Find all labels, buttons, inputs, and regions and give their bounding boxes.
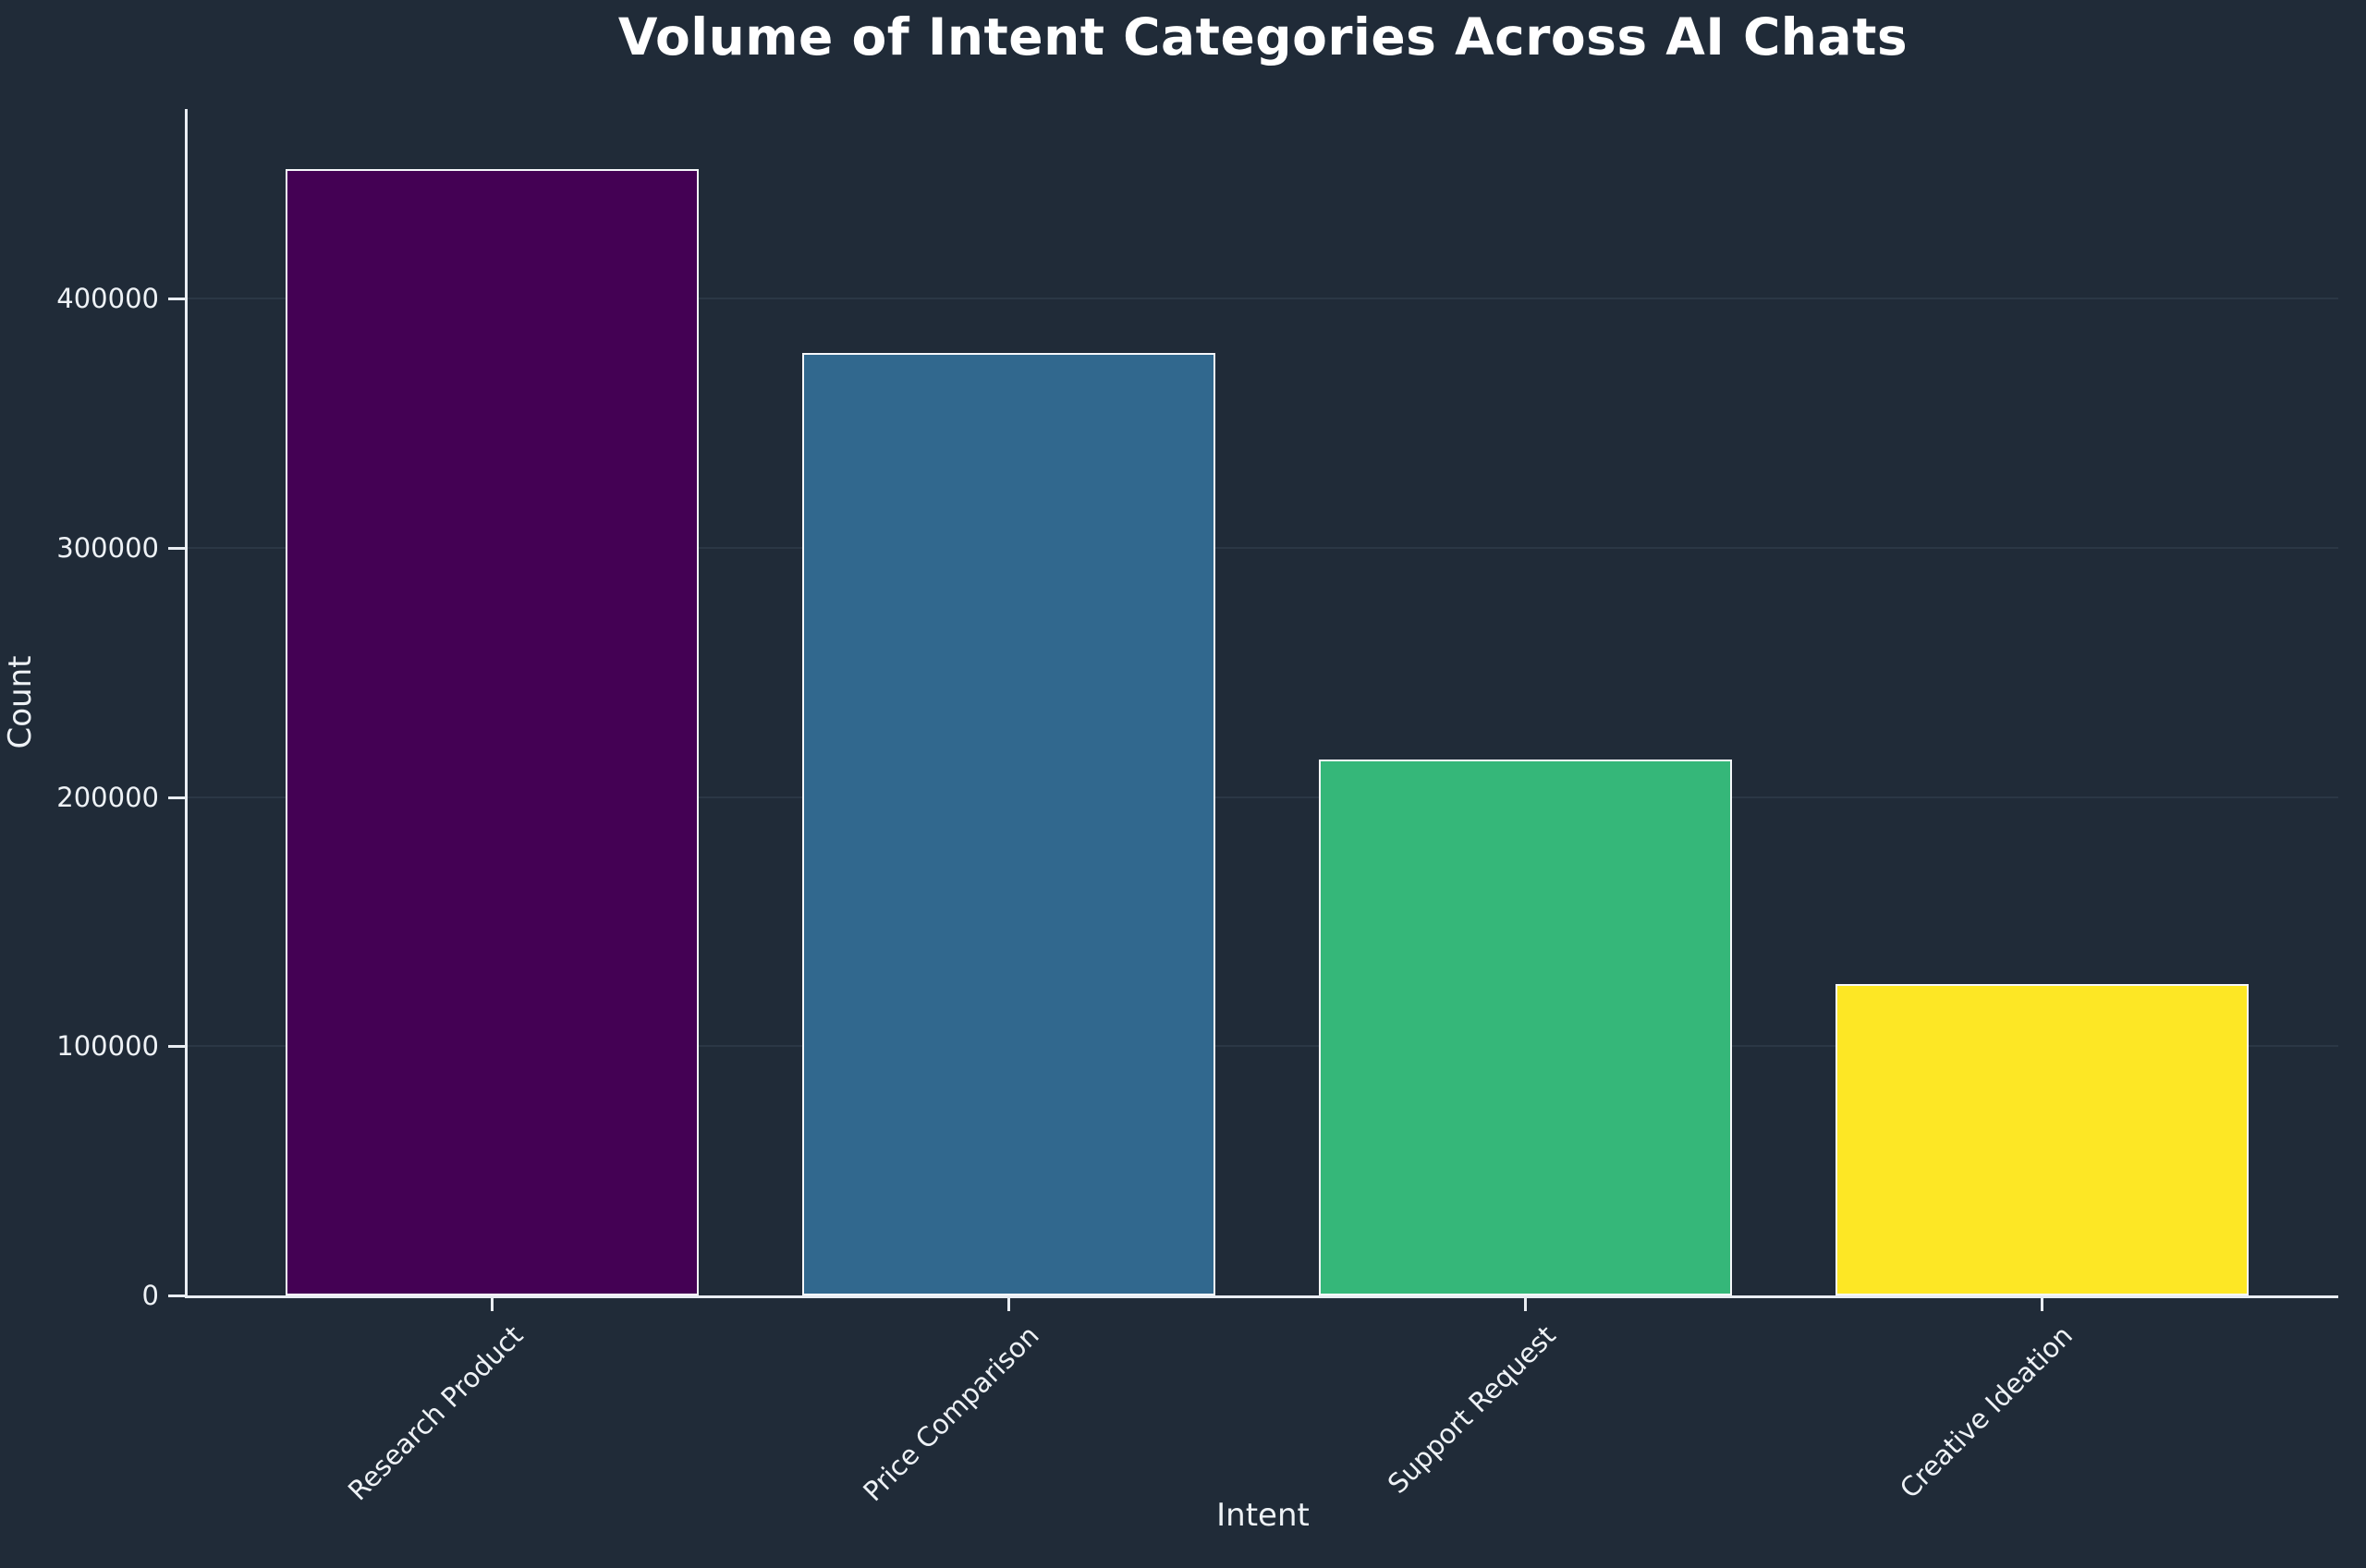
bar-support-request [1318, 760, 1732, 1295]
x-tick-label: Research Product [341, 1319, 530, 1507]
y-tick-mark [168, 546, 185, 550]
y-axis-spine [185, 109, 188, 1298]
x-axis-title: Intent [1216, 1497, 1310, 1534]
y-tick-label: 100000 [56, 1030, 159, 1063]
gridline [188, 796, 2338, 798]
x-tick-label: Price Comparison [857, 1319, 1046, 1508]
gridline [188, 1045, 2338, 1048]
y-tick-mark [168, 1295, 185, 1297]
y-tick-label: 0 [141, 1280, 159, 1311]
y-tick-label: 400000 [56, 283, 159, 314]
bar-creative-ideation [1835, 983, 2249, 1295]
x-tick-mark [1007, 1298, 1010, 1311]
y-tick-mark [168, 796, 185, 799]
y-axis-title: Count [2, 655, 39, 749]
gridline [188, 298, 2338, 299]
gridline [188, 546, 2338, 549]
y-tick-mark [168, 1045, 185, 1049]
x-tick-label: Support Request [1382, 1319, 1563, 1500]
x-tick-mark [1524, 1298, 1527, 1311]
x-tick-label: Creative Ideation [1893, 1319, 2079, 1505]
x-axis-spine [185, 1295, 2338, 1298]
y-tick-label: 200000 [56, 781, 159, 813]
chart-title: Volume of Intent Categories Across AI Ch… [617, 7, 1909, 67]
y-tick-mark [168, 298, 185, 300]
y-tick-label: 300000 [56, 531, 159, 564]
x-tick-mark [491, 1298, 494, 1311]
x-tick-mark [2041, 1298, 2043, 1311]
bar-price-comparison [801, 353, 1215, 1295]
bar-research-product [285, 168, 699, 1295]
